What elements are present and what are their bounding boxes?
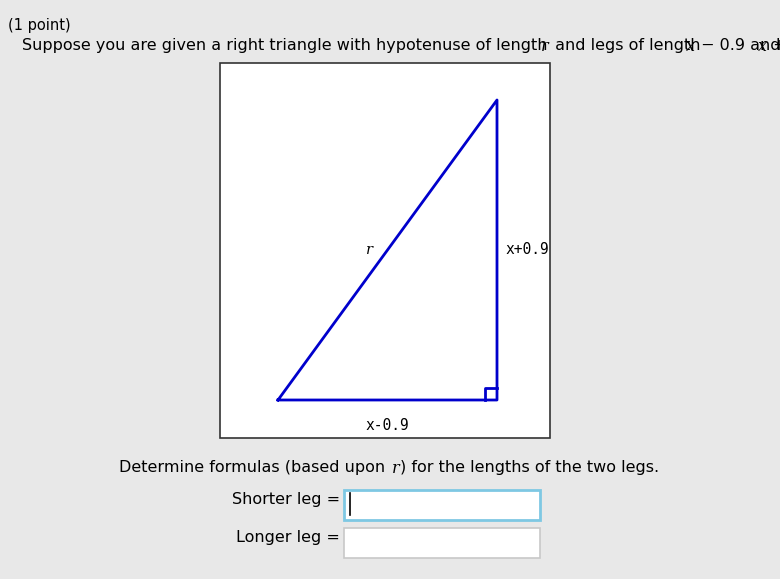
- Text: x: x: [686, 38, 695, 55]
- Text: − 0.9 and: − 0.9 and: [696, 38, 780, 53]
- Text: Shorter leg =: Shorter leg =: [232, 492, 340, 507]
- FancyBboxPatch shape: [344, 490, 540, 520]
- FancyBboxPatch shape: [220, 63, 550, 438]
- Text: r: r: [392, 460, 399, 477]
- FancyBboxPatch shape: [344, 528, 540, 558]
- Text: and legs of length: and legs of length: [550, 38, 706, 53]
- Text: (1 point): (1 point): [8, 18, 71, 33]
- Text: x: x: [758, 38, 767, 55]
- Text: ) for the lengths of the two legs.: ) for the lengths of the two legs.: [400, 460, 659, 475]
- Text: + 0.9.: + 0.9.: [768, 38, 780, 53]
- Text: Suppose you are given a right triangle with hypotenuse of length: Suppose you are given a right triangle w…: [22, 38, 552, 53]
- Text: r: r: [366, 243, 373, 257]
- Text: x+0.9: x+0.9: [505, 243, 549, 258]
- Text: x-0.9: x-0.9: [366, 418, 410, 433]
- Text: r: r: [541, 38, 548, 55]
- Text: Determine formulas (based upon: Determine formulas (based upon: [119, 460, 390, 475]
- Text: Longer leg =: Longer leg =: [236, 530, 340, 545]
